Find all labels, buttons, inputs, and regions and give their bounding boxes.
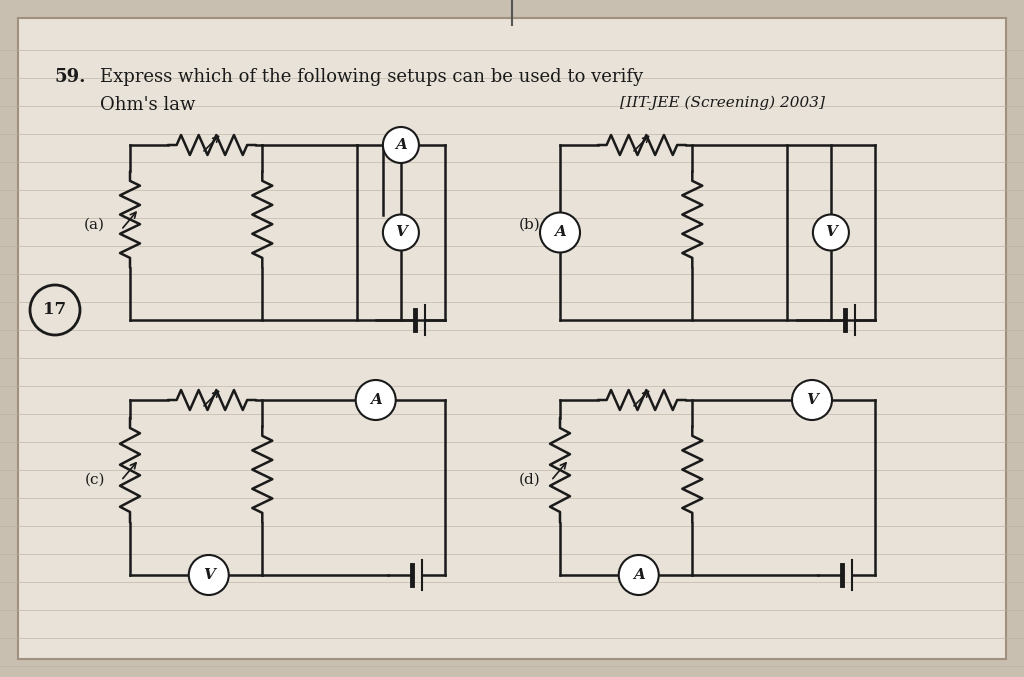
Text: V: V bbox=[203, 568, 215, 582]
Circle shape bbox=[30, 285, 80, 335]
Text: 59.: 59. bbox=[55, 68, 86, 86]
FancyBboxPatch shape bbox=[18, 18, 1006, 659]
Circle shape bbox=[813, 215, 849, 250]
Text: (c): (c) bbox=[85, 473, 105, 487]
Circle shape bbox=[383, 127, 419, 163]
Text: V: V bbox=[806, 393, 818, 407]
Text: Ohm's law: Ohm's law bbox=[100, 96, 196, 114]
Text: (b): (b) bbox=[518, 218, 540, 232]
Text: 17: 17 bbox=[43, 301, 67, 318]
Text: Express which of the following setups can be used to verify: Express which of the following setups ca… bbox=[100, 68, 643, 86]
Circle shape bbox=[792, 380, 831, 420]
Text: A: A bbox=[554, 225, 566, 240]
Text: A: A bbox=[633, 568, 645, 582]
Circle shape bbox=[540, 213, 580, 253]
Text: A: A bbox=[395, 138, 407, 152]
Text: V: V bbox=[825, 225, 837, 240]
Text: (a): (a) bbox=[84, 218, 105, 232]
Text: (d): (d) bbox=[518, 473, 540, 487]
Text: A: A bbox=[370, 393, 382, 407]
Text: [IIT-JEE (Screening) 2003]: [IIT-JEE (Screening) 2003] bbox=[620, 96, 825, 110]
Circle shape bbox=[188, 555, 228, 595]
Text: V: V bbox=[395, 225, 407, 240]
Circle shape bbox=[383, 215, 419, 250]
Circle shape bbox=[355, 380, 395, 420]
Circle shape bbox=[618, 555, 658, 595]
